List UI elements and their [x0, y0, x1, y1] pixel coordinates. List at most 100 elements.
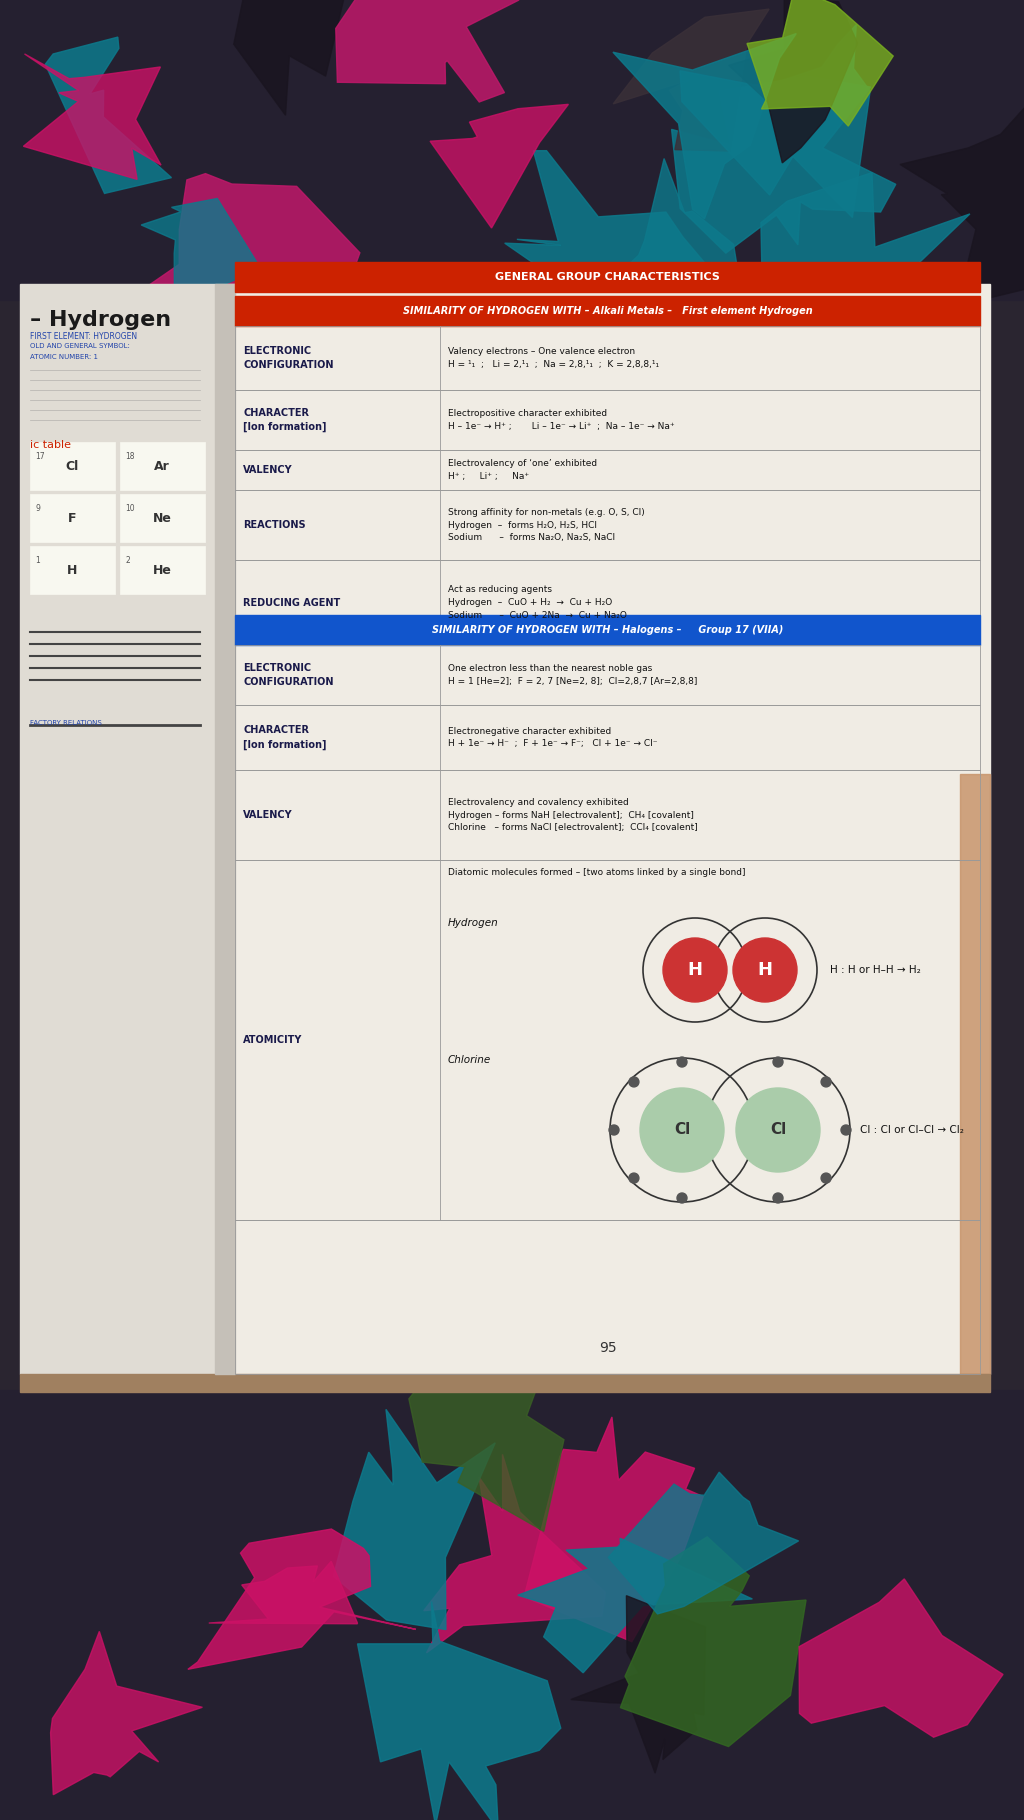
- Bar: [234, 262, 980, 291]
- Text: ELECTRONIC
CONFIGURATION: ELECTRONIC CONFIGURATION: [243, 346, 334, 369]
- Circle shape: [663, 937, 727, 1003]
- Text: SIMILARITY OF HYDROGEN WITH – Halogens –     Group 17 (VIIA): SIMILARITY OF HYDROGEN WITH – Halogens –…: [432, 624, 783, 635]
- Text: Ar: Ar: [155, 459, 170, 473]
- Bar: [234, 770, 980, 861]
- Text: 17: 17: [35, 451, 45, 460]
- Text: ic table: ic table: [30, 440, 71, 450]
- Text: H: H: [758, 961, 772, 979]
- Polygon shape: [748, 0, 893, 126]
- Text: F: F: [68, 511, 76, 524]
- Text: Diatomic molecules formed – [two atoms linked by a single bond]: Diatomic molecules formed – [two atoms l…: [449, 868, 745, 877]
- Text: Cl: Cl: [66, 459, 79, 473]
- Bar: [30, 442, 115, 490]
- Text: – Hydrogen: – Hydrogen: [30, 309, 171, 329]
- Polygon shape: [50, 1631, 203, 1795]
- Polygon shape: [187, 1529, 416, 1669]
- Polygon shape: [608, 1472, 799, 1614]
- Polygon shape: [209, 1562, 357, 1623]
- Bar: [30, 493, 115, 542]
- Polygon shape: [24, 55, 161, 180]
- Text: He: He: [153, 564, 171, 577]
- Polygon shape: [45, 36, 171, 193]
- Polygon shape: [233, 0, 360, 115]
- Bar: [234, 561, 980, 644]
- Polygon shape: [680, 25, 870, 218]
- Text: One electron less than the nearest noble gas
H = 1 [He=2];  F = 2, 7 [Ne=2, 8]; : One electron less than the nearest noble…: [449, 664, 697, 686]
- Text: REDUCING AGENT: REDUCING AGENT: [243, 597, 340, 608]
- Polygon shape: [605, 158, 739, 288]
- Polygon shape: [505, 151, 719, 353]
- Polygon shape: [729, 0, 858, 162]
- Text: Hydrogen: Hydrogen: [449, 917, 499, 928]
- Bar: [234, 326, 980, 389]
- Circle shape: [677, 1057, 687, 1067]
- Circle shape: [640, 1088, 724, 1172]
- Text: GENERAL GROUP CHARACTERISTICS: GENERAL GROUP CHARACTERISTICS: [495, 271, 720, 282]
- Bar: [961, 774, 990, 1374]
- Polygon shape: [900, 100, 1024, 306]
- Polygon shape: [424, 1454, 605, 1653]
- Circle shape: [773, 1192, 783, 1203]
- Polygon shape: [141, 198, 261, 306]
- Polygon shape: [518, 1538, 753, 1673]
- Polygon shape: [336, 0, 519, 102]
- Text: VALENCY: VALENCY: [243, 810, 293, 821]
- Text: 1: 1: [35, 555, 40, 564]
- Circle shape: [736, 1088, 820, 1172]
- Circle shape: [629, 1077, 639, 1087]
- Bar: [234, 861, 980, 1219]
- Polygon shape: [524, 1418, 703, 1642]
- Text: H: H: [687, 961, 702, 979]
- Text: Cl: Cl: [674, 1123, 690, 1138]
- Polygon shape: [0, 1511, 154, 1731]
- Bar: [234, 389, 980, 450]
- Text: CHARACTER
[Ion formation]: CHARACTER [Ion formation]: [243, 408, 327, 431]
- Text: OLD AND GENERAL SYMBOL:: OLD AND GENERAL SYMBOL:: [30, 342, 130, 349]
- Text: Strong affinity for non-metals (e.g. O, S, Cl)
Hydrogen  –  forms H₂O, H₂S, HCl
: Strong affinity for non-metals (e.g. O, …: [449, 508, 645, 542]
- Polygon shape: [672, 76, 896, 253]
- Text: FACTORY RELATIONS: FACTORY RELATIONS: [30, 721, 101, 726]
- Text: 95: 95: [599, 1341, 616, 1356]
- Text: ELECTRONIC
CONFIGURATION: ELECTRONIC CONFIGURATION: [243, 662, 334, 686]
- Polygon shape: [129, 173, 359, 379]
- Text: Electrovalency and covalency exhibited
Hydrogen – forms NaH [electrovalent];  CH: Electrovalency and covalency exhibited H…: [449, 797, 697, 832]
- Bar: [234, 490, 980, 561]
- Text: Electronegative character exhibited
H + 1e⁻ → H⁻  ;  F + 1e⁻ → F⁻;   Cl + 1e⁻ → : Electronegative character exhibited H + …: [449, 726, 657, 748]
- Text: Electropositive character exhibited
H – 1e⁻ → H⁺ ;       Li – 1e⁻ → Li⁺  ;  Na –: Electropositive character exhibited H – …: [449, 410, 675, 431]
- Polygon shape: [357, 1602, 561, 1820]
- Circle shape: [821, 1077, 831, 1087]
- Text: Electrovalency of ‘one’ exhibited
H⁺ ;     Li⁺ ;     Na⁺: Electrovalency of ‘one’ exhibited H⁺ ; L…: [449, 459, 597, 480]
- Bar: [0, 0, 1024, 300]
- Bar: [234, 1219, 980, 1374]
- Text: Act as reducing agents
Hydrogen  –  CuO + H₂  →  Cu + H₂O
Sodium      –  CuO + 2: Act as reducing agents Hydrogen – CuO + …: [449, 586, 627, 619]
- Polygon shape: [753, 1545, 984, 1749]
- Text: FIRST ELEMENT: HYDROGEN: FIRST ELEMENT: HYDROGEN: [30, 331, 137, 340]
- Text: VALENCY: VALENCY: [243, 464, 293, 475]
- Text: SIMILARITY OF HYDROGEN WITH – Alkali Metals –   First element Hydrogen: SIMILARITY OF HYDROGEN WITH – Alkali Met…: [402, 306, 812, 317]
- Polygon shape: [621, 1536, 806, 1747]
- Polygon shape: [761, 173, 970, 368]
- Text: 9: 9: [35, 504, 40, 513]
- Polygon shape: [890, 1654, 1024, 1820]
- Bar: [120, 493, 205, 542]
- Bar: [20, 284, 230, 1374]
- Circle shape: [677, 1192, 687, 1203]
- Bar: [20, 1374, 990, 1392]
- Circle shape: [821, 1174, 831, 1183]
- Polygon shape: [334, 1409, 496, 1629]
- Circle shape: [609, 1125, 618, 1136]
- Bar: [234, 297, 980, 326]
- Circle shape: [773, 1057, 783, 1067]
- Polygon shape: [430, 104, 568, 228]
- Polygon shape: [613, 9, 769, 151]
- Text: Chlorine: Chlorine: [449, 1056, 492, 1065]
- Text: Valency electrons – One valence electron
H = ¹₁  ;   Li = 2,¹₁  ;  Na = 2,8,¹₁  : Valency electrons – One valence electron…: [449, 348, 659, 369]
- Text: REACTIONS: REACTIONS: [243, 521, 305, 530]
- Text: Ne: Ne: [153, 511, 171, 524]
- Polygon shape: [409, 1363, 564, 1531]
- Bar: [234, 615, 980, 644]
- Text: Cl: Cl: [770, 1123, 786, 1138]
- Text: ATOMIC NUMBER: 1: ATOMIC NUMBER: 1: [30, 355, 98, 360]
- Bar: [120, 546, 205, 593]
- Bar: [30, 546, 115, 593]
